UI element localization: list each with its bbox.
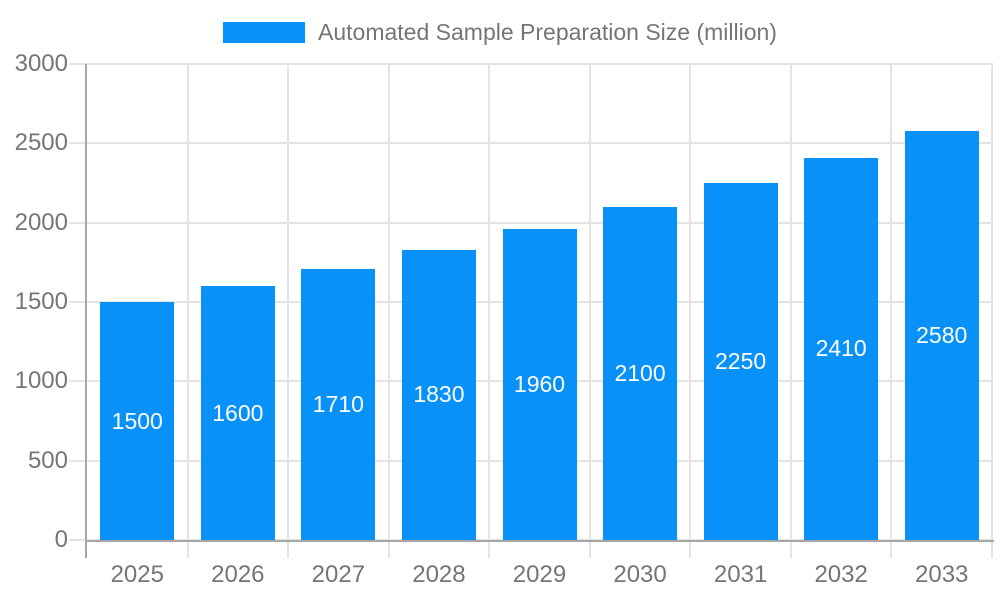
x-gridline: [991, 64, 993, 558]
y-gridline: [69, 221, 993, 224]
y-axis-label: 3000: [14, 50, 68, 77]
bar[interactable]: 1600: [200, 286, 275, 540]
x-axis-label: 2032: [814, 561, 868, 588]
bar[interactable]: 2580: [904, 130, 979, 540]
legend[interactable]: Automated Sample Preparation Size (milli…: [0, 19, 1000, 46]
x-gridline: [287, 64, 290, 558]
y-gridline: [69, 63, 993, 65]
bar[interactable]: 2410: [804, 157, 879, 540]
y-axis-label: 1500: [14, 288, 68, 315]
bar[interactable]: 1960: [502, 229, 577, 540]
legend-swatch-icon: [223, 22, 306, 43]
x-axis-label: 2028: [412, 561, 466, 588]
y-gridline: [69, 142, 993, 145]
y-axis-label: 2000: [14, 208, 68, 236]
x-axis-label: 2027: [311, 561, 366, 588]
bar-value-label: 2580: [916, 321, 968, 348]
bar-value-label: 1600: [212, 399, 264, 426]
legend-label: Automated Sample Preparation Size (milli…: [318, 19, 777, 45]
y-axis-label: 2500: [14, 129, 68, 157]
y-axis-label: 1000: [14, 367, 68, 395]
y-axis-label: 0: [54, 526, 68, 553]
x-axis-label: 2033: [915, 561, 969, 588]
x-gridline: [488, 64, 491, 558]
x-gridline: [890, 64, 893, 558]
x-axis-label: 2025: [110, 561, 164, 588]
bar-value-label: 1500: [111, 407, 163, 434]
x-gridline: [387, 64, 390, 558]
bar-value-label: 2410: [815, 335, 867, 362]
x-gridline: [186, 64, 189, 558]
x-axis-label: 2031: [713, 561, 768, 588]
bar[interactable]: 1830: [401, 249, 476, 540]
x-axis-label: 2026: [211, 561, 265, 588]
x-axis-line: [85, 540, 994, 542]
bar[interactable]: 2250: [703, 183, 778, 540]
bar[interactable]: 1500: [100, 302, 175, 540]
x-gridline: [789, 64, 792, 558]
bar[interactable]: 2100: [603, 206, 678, 540]
x-gridline: [689, 64, 692, 558]
x-axis-label: 2029: [512, 561, 567, 588]
bar-value-label: 2250: [715, 348, 767, 374]
bar[interactable]: 1710: [301, 268, 376, 540]
bar-value-label: 2100: [614, 359, 666, 386]
x-gridline: [588, 64, 591, 558]
bar-value-label: 1960: [513, 370, 566, 397]
bar-value-label: 1830: [413, 381, 465, 408]
bar-value-label: 1710: [312, 390, 364, 417]
y-axis-line: [85, 64, 87, 558]
y-axis-label: 500: [27, 446, 68, 474]
x-axis-label: 2030: [613, 561, 667, 588]
